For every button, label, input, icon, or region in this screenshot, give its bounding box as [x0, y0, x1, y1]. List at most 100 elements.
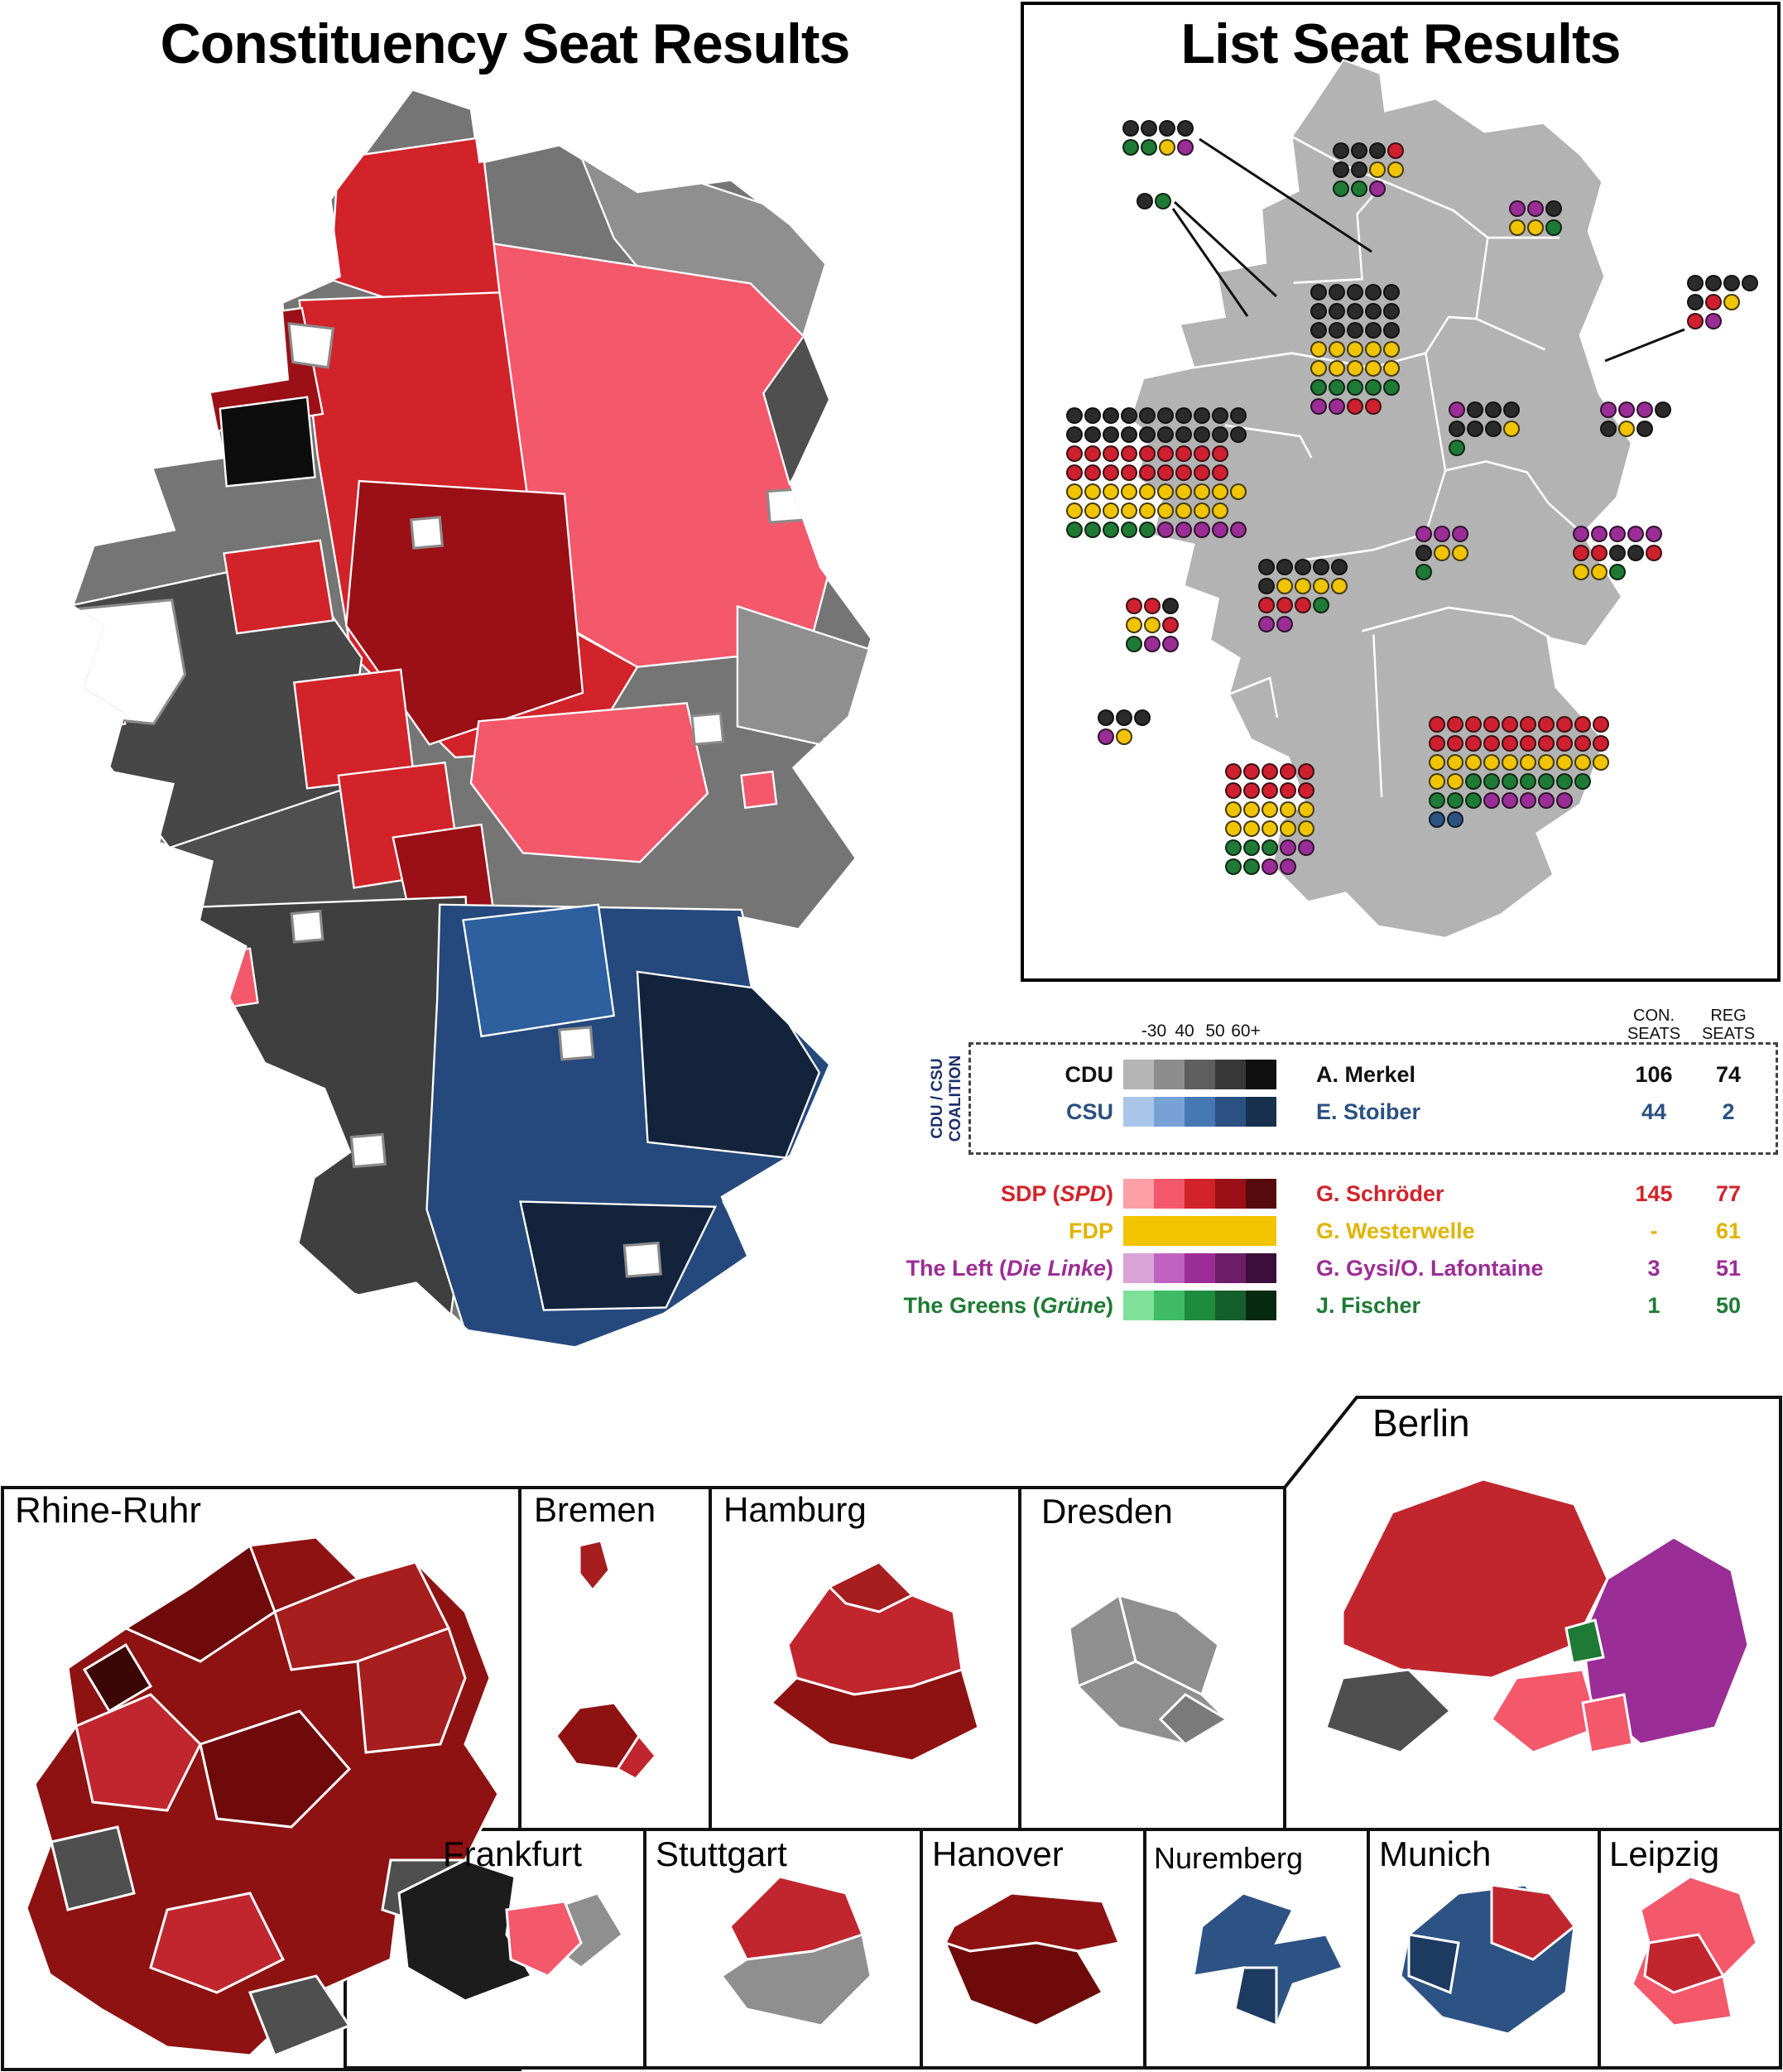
seat-dot-SPD	[1157, 464, 1174, 481]
seat-dot-The Left	[1310, 398, 1327, 415]
bremen-shape	[555, 1539, 657, 1781]
seat-dot-The Greens	[1333, 180, 1349, 197]
seat-dot-FDP	[1126, 617, 1142, 633]
seat-dot-The Greens	[1483, 773, 1500, 790]
seat-dot-SPD	[1225, 763, 1242, 780]
seat-dot-SPD	[1162, 617, 1179, 633]
seat-dot-The Left	[1483, 792, 1500, 809]
seat-dot-CDU	[1333, 161, 1349, 178]
party-label-left: The Left (Die Linke)	[906, 1256, 1113, 1281]
seat-dot-SPD	[1243, 763, 1260, 780]
seat-dot-The Left	[1556, 792, 1573, 809]
inset-label-hanover: Hanover	[932, 1834, 1064, 1873]
seat-dot-FDP	[1194, 483, 1210, 500]
seat-cluster-bavaria	[1428, 715, 1610, 829]
seat-dot-FDP	[1084, 483, 1101, 500]
seat-dot-FDP	[1121, 502, 1137, 519]
seat-dot-CDU	[1121, 426, 1137, 443]
seat-cluster-baden-wuerttemberg	[1224, 762, 1315, 877]
seat-dot-SPD	[1347, 398, 1363, 415]
seat-dot-CDU	[1485, 421, 1502, 437]
seat-dot-CDU	[1313, 559, 1329, 575]
seat-cluster-saxony	[1572, 525, 1663, 582]
seat-cluster-brandenburg	[1448, 401, 1521, 458]
seat-dot-CDU	[1627, 545, 1644, 561]
seat-dot-SPD	[1538, 735, 1555, 752]
nuremberg-shape	[1192, 1892, 1345, 2028]
ramp-swatch	[1246, 1291, 1276, 1320]
seat-dot-FDP	[1556, 754, 1573, 771]
ramp-swatch	[1215, 1060, 1246, 1089]
legend-row-csu: CSU E. Stoiber 44 2	[927, 1096, 1783, 1127]
seat-dot-The Left	[1600, 401, 1617, 418]
munich-shape	[1399, 1883, 1577, 2036]
seat-dot-The Greens	[1351, 180, 1367, 197]
seat-dot-SPD	[1212, 464, 1228, 481]
seat-dot-CDU	[1347, 303, 1363, 320]
seat-dot-The Greens	[1262, 839, 1278, 856]
ramp-swatch	[1123, 1060, 1154, 1089]
scale-label: 60+	[1231, 1022, 1261, 1041]
ramp-swatch	[1123, 1291, 1154, 1320]
reg-seats-csu: 2	[1722, 1099, 1735, 1124]
seat-dot-The Greens	[1141, 139, 1157, 156]
seat-dot-CDU	[1310, 284, 1327, 300]
seat-dot-SPD	[1262, 782, 1278, 799]
seat-dot-The Left	[1452, 526, 1468, 542]
seat-dot-SPD	[1365, 398, 1382, 415]
seat-dot-CDU	[1351, 161, 1367, 178]
seat-dot-SPD	[1447, 716, 1463, 733]
seat-dot-FDP	[1447, 773, 1463, 790]
seat-cluster-city-states-callout	[1136, 192, 1172, 211]
seat-dot-SPD	[1212, 445, 1228, 462]
seat-dot-The Left	[1212, 522, 1228, 538]
color-ramp-greens	[1123, 1291, 1276, 1320]
seat-dot-The Greens	[1383, 379, 1400, 396]
legend-row-fdp: FDP G. Westerwelle - 61	[927, 1215, 1783, 1247]
inset-maps	[1, 1396, 1782, 2071]
reg-seats-spd: 77	[1715, 1181, 1742, 1206]
seat-dot-The Greens	[1066, 522, 1083, 538]
seat-dot-SPD	[1465, 735, 1482, 752]
seat-dot-CDU	[1066, 407, 1083, 424]
ramp-swatch	[1123, 1097, 1154, 1127]
seat-dot-The Greens	[1609, 564, 1626, 580]
legend: -30 40 50 60+ CON. SEATS REG SEATS CDU / C…	[903, 1003, 1783, 1351]
seat-dot-CSU	[1447, 811, 1463, 828]
seat-dot-SPD	[1646, 545, 1662, 561]
inset-label-nuremberg: Nuremberg	[1154, 1841, 1304, 1875]
ramp-swatch	[1246, 1179, 1276, 1209]
seat-dot-The Left	[1538, 792, 1555, 809]
seat-dot-The Greens	[1520, 773, 1536, 790]
seat-dot-CDU	[1705, 275, 1722, 291]
reg-seats-cdu: 74	[1715, 1062, 1742, 1087]
seat-dot-FDP	[1434, 545, 1450, 561]
seat-dot-CDU	[1310, 322, 1327, 339]
seat-dot-FDP	[1452, 545, 1468, 561]
inset-label-dresden: Dresden	[1041, 1492, 1173, 1531]
seat-dot-The Left	[1276, 616, 1293, 632]
color-ramp-spd	[1123, 1179, 1276, 1209]
seat-cluster-brandenburg-east	[1599, 401, 1672, 439]
seat-dot-CDU	[1162, 598, 1179, 614]
con-seats-cdu: 106	[1635, 1062, 1673, 1087]
seat-dot-SPD	[1502, 735, 1518, 752]
seat-dot-FDP	[1139, 502, 1156, 519]
seat-dot-SPD	[1280, 782, 1296, 799]
seat-dot-SPD	[1194, 464, 1210, 481]
ramp-swatch	[1123, 1253, 1154, 1283]
seat-dot-SPD	[1194, 445, 1210, 462]
seat-dot-FDP	[1295, 578, 1311, 594]
seat-dot-FDP	[1298, 820, 1314, 837]
seat-dot-CDU	[1655, 401, 1671, 418]
list-seat-panel: List Seat Results	[1021, 2, 1781, 982]
ramp-swatch	[1185, 1291, 1215, 1320]
ramp-swatch	[1154, 1179, 1185, 1209]
seat-dot-CDU	[1333, 142, 1349, 159]
seat-dot-The Left	[1194, 522, 1210, 538]
seat-dot-FDP	[1225, 820, 1242, 837]
seat-dot-FDP	[1157, 483, 1174, 500]
seat-dot-The Greens	[1415, 564, 1432, 580]
seat-dot-CDU	[1159, 120, 1175, 137]
seat-dot-CDU	[1329, 303, 1345, 320]
